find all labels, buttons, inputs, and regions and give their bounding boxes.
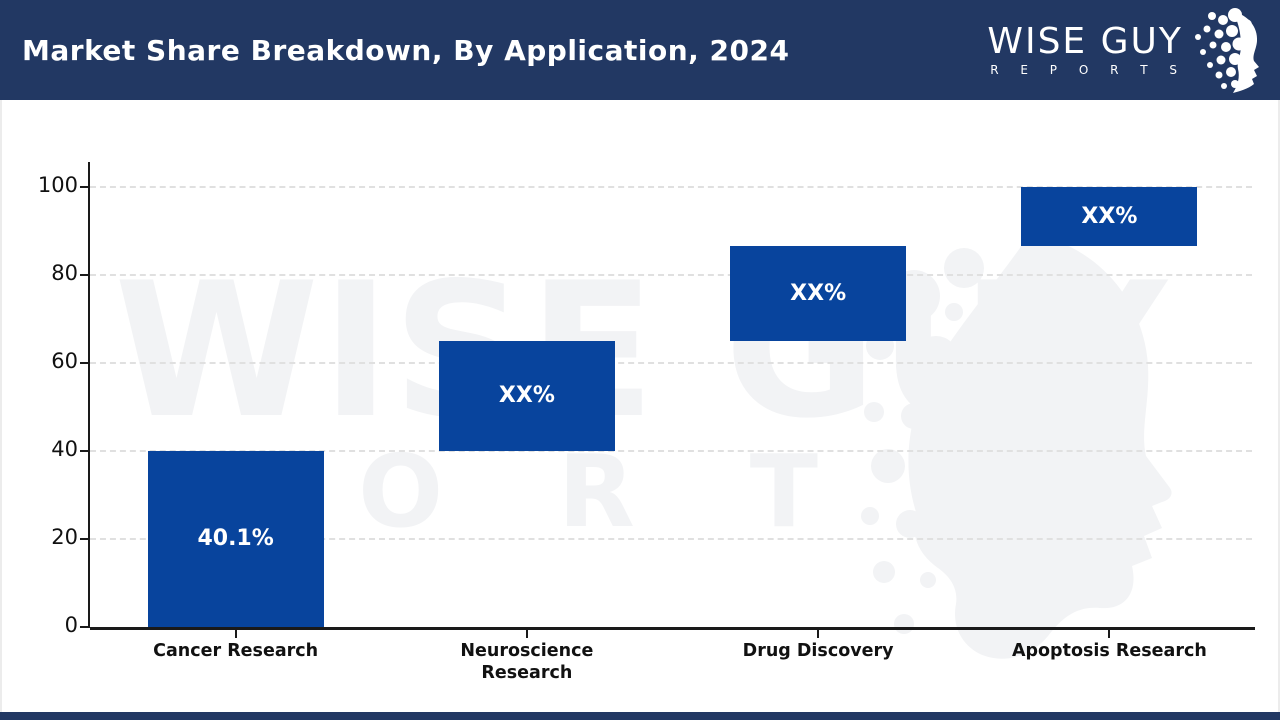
y-tick-label-80: 80: [51, 261, 78, 285]
bar-cancer-research: 40.1%: [147, 450, 324, 627]
bar-apoptosis-research: XX%: [1021, 187, 1198, 247]
y-tick-20: [80, 538, 90, 540]
footer-bar: [0, 712, 1280, 720]
y-tick-label-20: 20: [51, 525, 78, 549]
header-bar: Market Share Breakdown, By Application, …: [0, 0, 1280, 100]
y-tick-100: [80, 186, 90, 188]
y-tick-label-40: 40: [51, 437, 78, 461]
wise-guy-face-icon: [1195, 8, 1259, 93]
y-tick-label-100: 100: [37, 173, 78, 197]
x-axis-label-2: Drug Discovery: [742, 641, 894, 661]
gridline-20: [90, 538, 1252, 540]
watermark-face-icon: [861, 234, 1172, 659]
x-tick-1: [525, 630, 528, 638]
x-tick-0: [234, 630, 237, 638]
x-tick-3: [1108, 630, 1111, 638]
y-axis-line: [88, 162, 90, 627]
wise-guy-reports-logo: WISE GUY R E P O R T S: [984, 7, 1266, 93]
gridline-100: [90, 186, 1252, 188]
logo-reports: R E P O R T S: [990, 62, 1186, 77]
gridline-60: [90, 362, 1252, 364]
y-tick-label-0: 0: [64, 613, 78, 637]
logo-name: WISE GUY: [987, 20, 1183, 62]
chart-title: Market Share Breakdown, By Application, …: [22, 33, 790, 67]
y-tick-40: [80, 450, 90, 452]
y-tick-label-60: 60: [51, 349, 78, 373]
bar-neuroscience-research: XX%: [438, 341, 615, 451]
y-tick-0: [80, 626, 90, 628]
x-axis-line: [90, 627, 1255, 630]
bar-value-label: 40.1%: [197, 526, 274, 552]
y-tick-60: [80, 362, 90, 364]
gridline-40: [90, 450, 1252, 452]
bar-drug-discovery: XX%: [730, 246, 907, 341]
bar-value-label: XX%: [1081, 204, 1138, 230]
x-axis-label-3: Apoptosis Research: [1011, 641, 1207, 661]
x-axis-label-0: Cancer Research: [153, 641, 319, 661]
plot: 0 20 40 60 80 100 40.1% Cancer Research XX% Neuro…: [2, 100, 1280, 712]
chart-area: WISE GUY P O R T S 0 20 40 60 80 100 40.1% Canc…: [0, 100, 1280, 712]
gridline-80: [90, 274, 1252, 276]
y-tick-80: [80, 274, 90, 276]
x-tick-2: [817, 630, 820, 638]
bar-value-label: XX%: [790, 281, 847, 307]
logo-text: WISE GUY R E P O R T S: [984, 20, 1186, 77]
x-axis-label-1: Neuroscience Research: [460, 641, 594, 683]
bar-value-label: XX%: [498, 383, 555, 409]
